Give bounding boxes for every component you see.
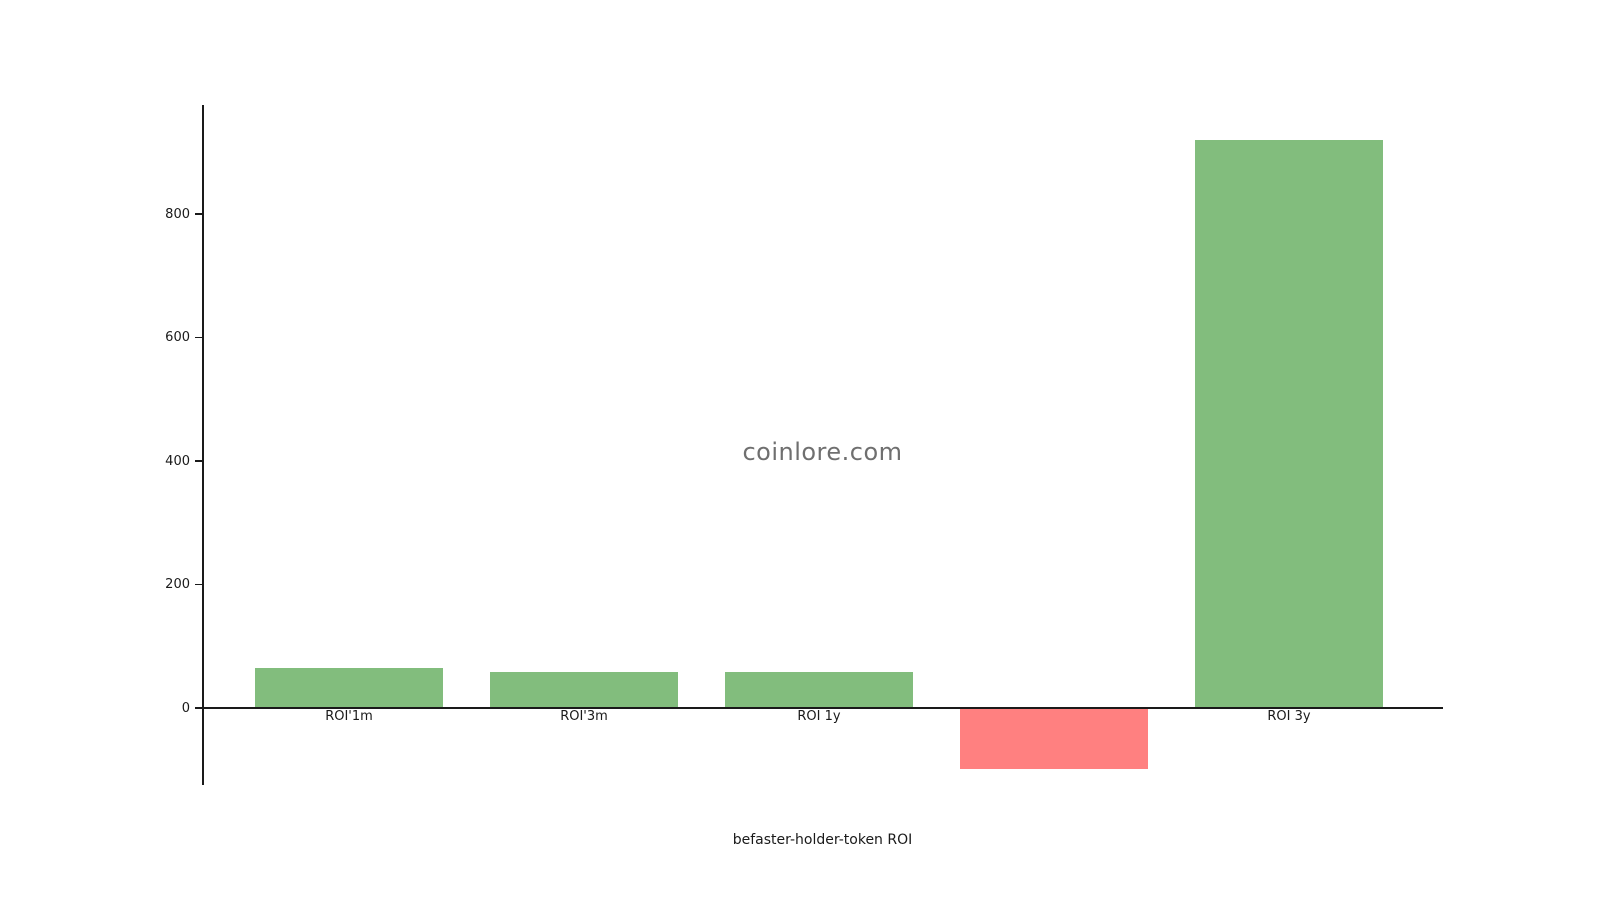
y-tick-mark (195, 336, 202, 339)
y-tick-mark (195, 460, 202, 462)
x-tick-label: ROI'3m (560, 709, 608, 724)
x-axis-line (202, 707, 1443, 709)
y-tick-label: 0 (181, 700, 190, 716)
bar-ROI 1y (725, 672, 913, 708)
y-tick-label: 400 (165, 453, 190, 469)
y-tick-mark (195, 707, 202, 709)
x-tick-label: ROI 1y (797, 709, 841, 724)
x-tick-label: ROI'1m (325, 709, 373, 724)
watermark-text: coinlore.com (742, 438, 903, 466)
y-tick-mark (195, 213, 202, 215)
y-tick-label: 200 (165, 577, 190, 592)
bar-unlabeled (960, 708, 1148, 769)
y-tick-label: 600 (165, 330, 190, 345)
bar-ROI'1m (255, 667, 443, 708)
y-tick-mark (195, 583, 202, 586)
bar-ROI'3m (490, 672, 678, 708)
bar-ROI 3y (1195, 139, 1383, 708)
chart-title: befaster-holder-token ROI (732, 832, 913, 848)
y-tick-label: 800 (165, 206, 190, 222)
y-axis-line (202, 105, 204, 785)
x-tick-label: ROI 3y (1267, 709, 1311, 724)
